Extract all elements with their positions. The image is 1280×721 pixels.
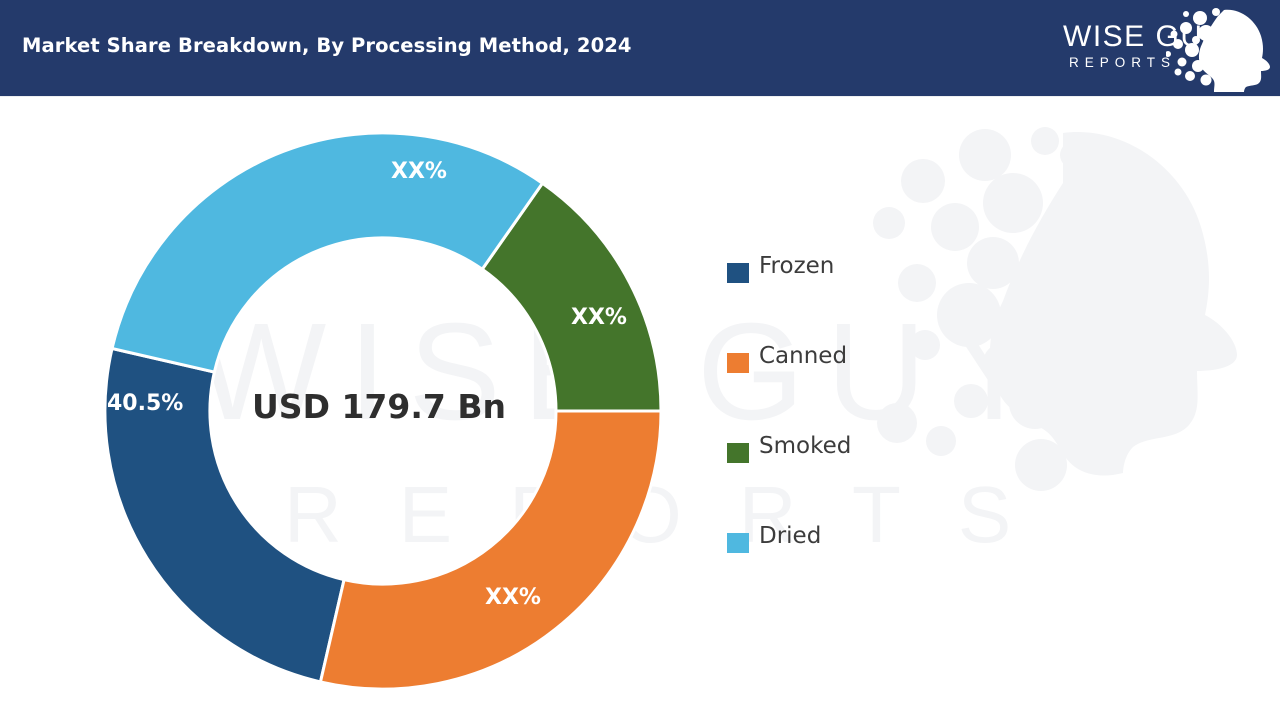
page-title: Market Share Breakdown, By Processing Me… [22, 34, 632, 57]
legend-item-frozen[interactable]: Frozen [727, 253, 957, 345]
donut-center-value: USD 179.7 Bn [252, 387, 506, 426]
legend-label-canned: Canned [759, 343, 848, 369]
legend-item-canned[interactable]: Canned [727, 343, 957, 435]
legend-item-dried[interactable]: Dried [727, 523, 957, 615]
donut-chart [103, 131, 663, 691]
legend-label-frozen: Frozen [759, 253, 835, 279]
slice-label-canned: XX% [485, 585, 541, 610]
pie-slice-frozen[interactable] [103, 346, 346, 684]
slice-label-frozen: 40.5% [107, 391, 184, 416]
brand-logo: WISE GUY REPORTS [1061, 4, 1276, 92]
legend-swatch-canned [727, 353, 749, 373]
logo-wordmark-bottom: REPORTS [1069, 55, 1177, 70]
header-bar: Market Share Breakdown, By Processing Me… [0, 0, 1280, 96]
slice-label-dried: XX% [391, 159, 447, 184]
pie-slice-canned[interactable] [318, 409, 663, 691]
chart-canvas: WISE GUY REPORTS [0, 96, 1280, 720]
legend-label-dried: Dried [759, 523, 822, 549]
chart-legend: Frozen Canned Smoked Dried [727, 253, 957, 615]
legend-item-smoked[interactable]: Smoked [727, 433, 957, 525]
legend-label-smoked: Smoked [759, 433, 852, 459]
pie-slice-dried[interactable] [110, 131, 545, 374]
slice-label-smoked: XX% [571, 305, 627, 330]
dotted-head-profile-icon [1166, 8, 1270, 92]
legend-swatch-dried [727, 533, 749, 553]
legend-swatch-frozen [727, 263, 749, 283]
legend-swatch-smoked [727, 443, 749, 463]
